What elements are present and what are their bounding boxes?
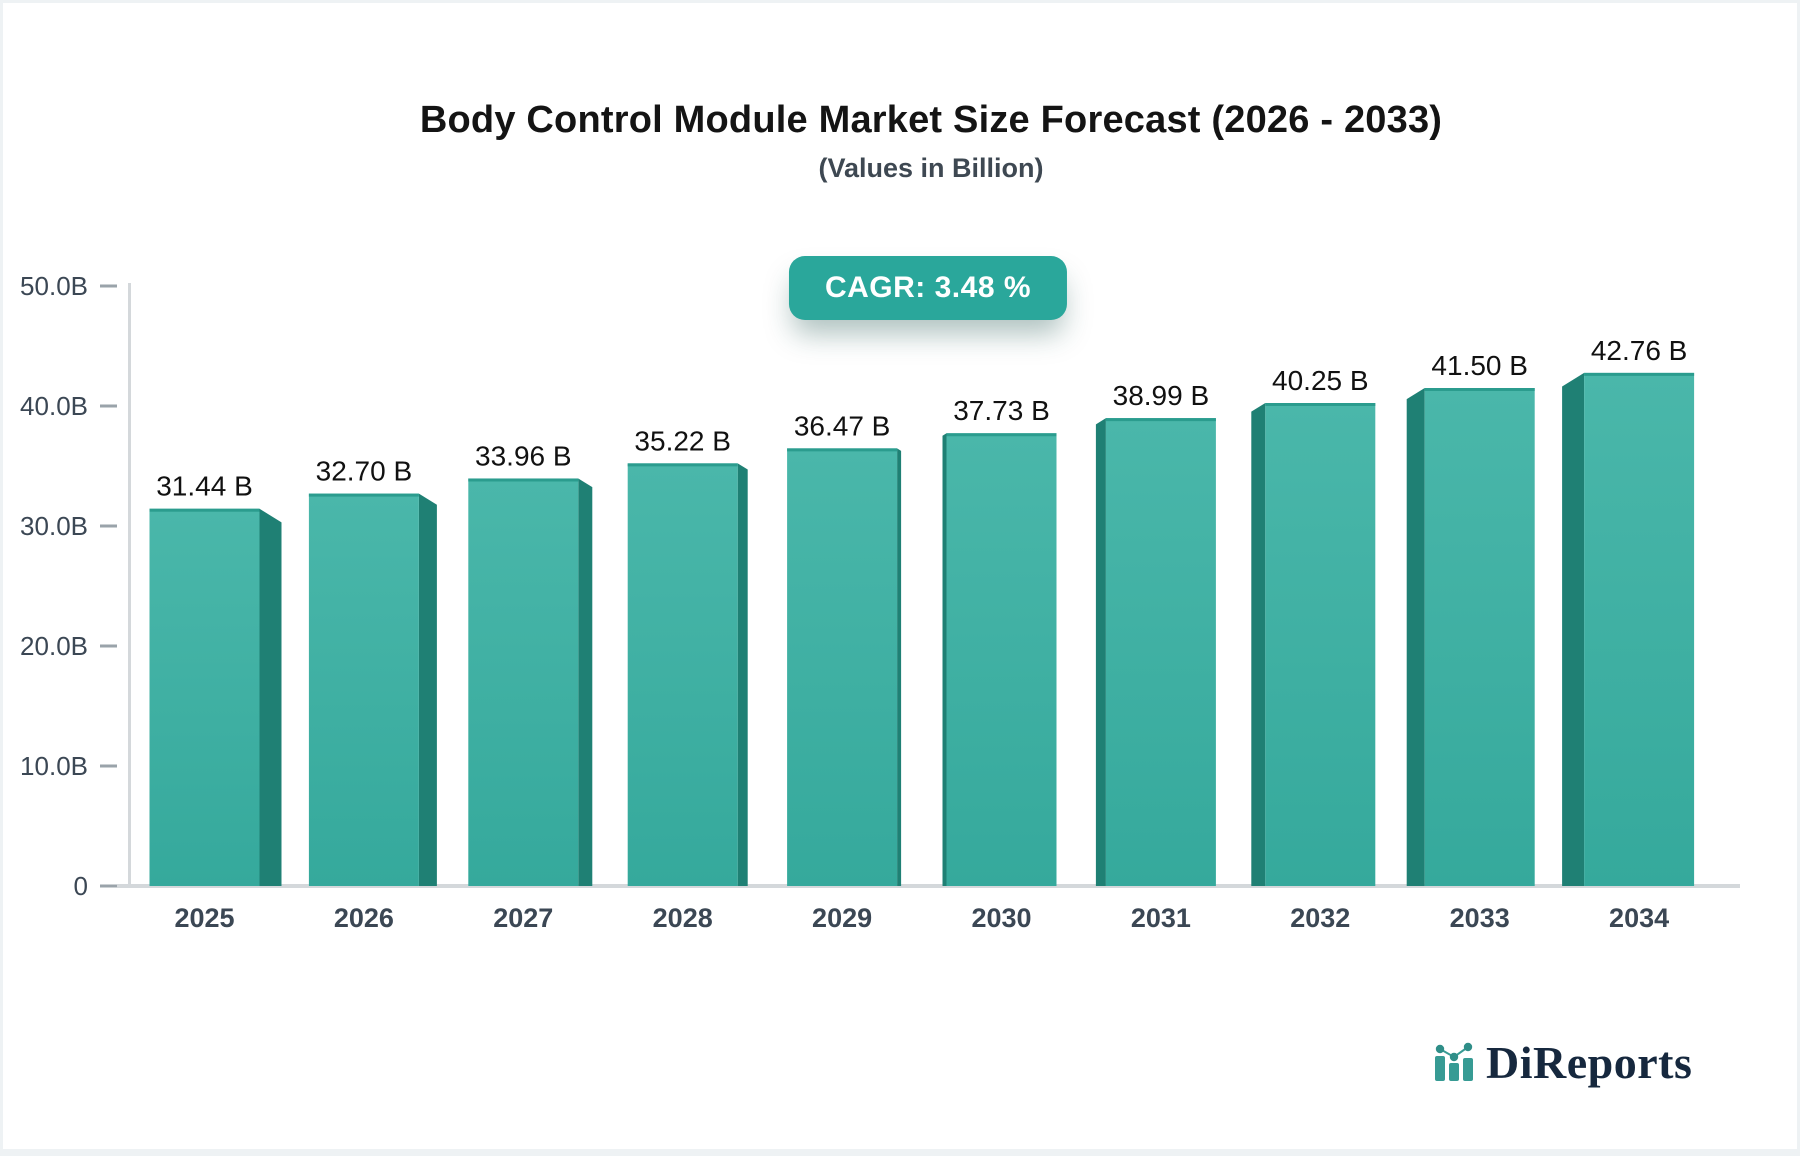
bar-value-label: 35.22 B xyxy=(634,425,731,456)
bar-value-label: 32.70 B xyxy=(316,456,413,487)
y-axis-tick xyxy=(100,764,117,768)
bar-top-edge-2029 xyxy=(787,448,898,452)
bar-top-edge-2030 xyxy=(946,433,1057,437)
bar-2028 xyxy=(627,463,738,886)
bar-side-2034 xyxy=(1562,372,1585,886)
direports-logo: DiReports xyxy=(1433,1037,1693,1089)
bar-2025 xyxy=(149,508,260,886)
x-axis-label: 2032 xyxy=(1290,903,1350,933)
x-axis-label: 2029 xyxy=(812,903,872,933)
bar-top-edge-2031 xyxy=(1105,418,1216,422)
bar-top-edge-2028 xyxy=(627,463,738,467)
bar-top-edge-2027 xyxy=(468,478,579,482)
bar-value-label: 37.73 B xyxy=(953,395,1050,426)
bar-value-label: 41.50 B xyxy=(1431,350,1528,381)
bar-top-edge-2025 xyxy=(149,508,260,512)
x-axis-line xyxy=(117,884,1740,888)
bar-side-2025 xyxy=(259,508,282,886)
y-axis-tick xyxy=(100,644,117,648)
bar-value-label: 36.47 B xyxy=(794,410,891,441)
x-axis-label: 2028 xyxy=(653,903,713,933)
y-axis-tick xyxy=(100,404,117,408)
y-axis-tick-label: 20.0B xyxy=(20,631,88,661)
bar-2034 xyxy=(1584,372,1695,886)
bar-value-label: 42.76 B xyxy=(1591,335,1688,366)
bar-side-2028 xyxy=(737,463,748,886)
bar-top-edge-2032 xyxy=(1265,403,1376,406)
mini-bar-chart-icon xyxy=(1435,1042,1473,1081)
chart-title: Body Control Module Market Size Forecast… xyxy=(419,99,1443,141)
bar-top-edge-2033 xyxy=(1424,388,1535,391)
y-axis-tick-label: 10.0B xyxy=(20,751,88,781)
bar-value-label: 33.96 B xyxy=(475,440,572,471)
bar-side-2026 xyxy=(418,493,437,886)
x-axis-label: 2027 xyxy=(493,903,553,933)
chart-subtitle: (Values in Billion) xyxy=(818,153,1044,183)
bar-side-2030 xyxy=(942,433,947,886)
bar-side-2031 xyxy=(1095,418,1106,886)
x-axis-label: 2025 xyxy=(174,903,234,933)
y-axis-tick xyxy=(100,284,117,288)
bar-2033 xyxy=(1424,388,1535,886)
x-axis-label: 2033 xyxy=(1450,903,1510,933)
y-axis-tick xyxy=(100,524,117,528)
bar-side-2032 xyxy=(1251,403,1266,886)
bar-side-2033 xyxy=(1406,388,1425,886)
bar-top-edge-2034 xyxy=(1584,372,1695,376)
bar-2026 xyxy=(308,493,419,886)
bar-side-2029 xyxy=(897,448,902,886)
y-axis-tick-label: 0 xyxy=(74,871,88,901)
bar-top-edge-2026 xyxy=(308,493,419,497)
bar-side-2027 xyxy=(578,478,593,886)
bar-value-label: 38.99 B xyxy=(1113,380,1210,411)
chart-card: 0 10.0B 20.0B 30.0B 40.0B 50.0B 31.44 B 2025 32.… xyxy=(3,3,1797,1149)
y-axis-tick-label: 30.0B xyxy=(20,511,88,541)
x-axis-label: 2031 xyxy=(1131,903,1191,933)
cagr-badge: CAGR: 3.48 % xyxy=(788,256,1068,320)
y-axis-tick-label: 40.0B xyxy=(20,391,88,421)
y-axis-line xyxy=(128,283,131,886)
bar-2032 xyxy=(1265,403,1376,886)
bar-value-label: 40.25 B xyxy=(1272,365,1369,396)
bar-2027 xyxy=(468,478,579,886)
y-axis-tick xyxy=(100,884,117,888)
x-axis-label: 2034 xyxy=(1609,903,1669,933)
bar-2030 xyxy=(946,433,1057,886)
y-axis-tick-label: 50.0B xyxy=(20,271,88,301)
x-axis-label: 2030 xyxy=(971,903,1031,933)
logo-text: DiReports xyxy=(1486,1037,1693,1089)
bar-2029 xyxy=(787,448,898,886)
x-axis-label: 2026 xyxy=(334,903,394,933)
bar-2031 xyxy=(1105,418,1216,886)
bar-value-label: 31.44 B xyxy=(156,471,253,502)
